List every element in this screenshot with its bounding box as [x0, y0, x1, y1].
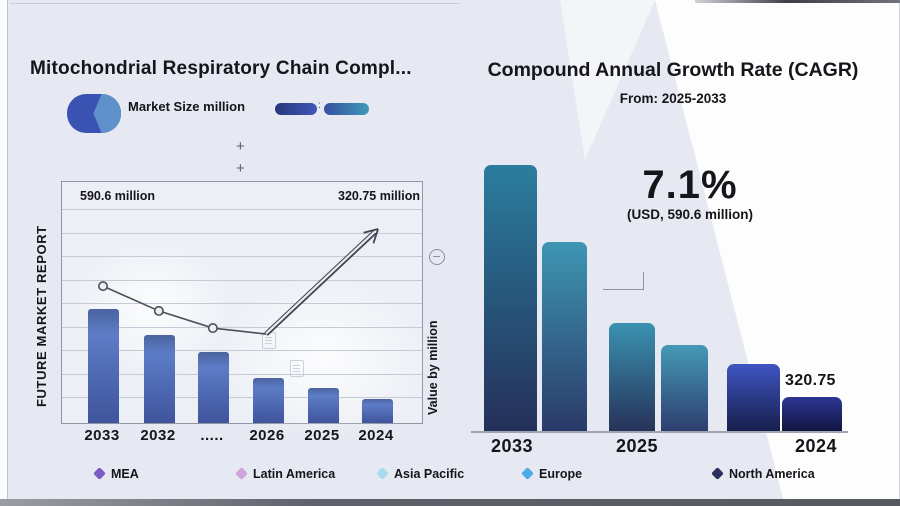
cagr-bar — [727, 363, 780, 431]
trend-line-overlay — [98, 228, 379, 336]
legend-diamond-icon — [376, 467, 389, 480]
gridline — [62, 256, 422, 257]
trend-marker — [207, 323, 218, 334]
cagr-bar — [661, 345, 708, 431]
gridline — [62, 279, 422, 281]
gridline — [62, 303, 422, 304]
x-axis-tick-label: 2026 — [249, 427, 285, 444]
market-size-bar — [252, 377, 284, 423]
brand-logo-icon — [67, 94, 121, 133]
value-axis-label: Value by million — [426, 320, 440, 415]
minus-circle-icon — [429, 249, 445, 265]
gridline — [62, 209, 422, 210]
annotation-max-value: 590.6 million — [80, 189, 156, 203]
x-axis-tick-label: 2024 — [794, 436, 838, 456]
cagr-context: (USD, 590.6 million) — [626, 207, 754, 222]
x-axis-tick-label: 2032 — [140, 427, 176, 444]
ratio-pill-left-icon — [275, 103, 317, 115]
gridline — [62, 350, 422, 351]
x-axis-tick-label: 2025 — [304, 427, 340, 444]
market-size-bar — [197, 352, 229, 423]
x-axis-tick-label: 2024 — [358, 427, 394, 444]
x-axis-tick-label: 2033 — [84, 427, 120, 444]
legend-diamond-icon — [521, 467, 534, 480]
legend-label: MEA — [111, 467, 139, 481]
market-size-bar — [307, 388, 339, 423]
ratio-pill-right-icon — [324, 103, 369, 115]
value-callout: 320.75 — [785, 372, 836, 389]
legend-diamond-icon — [235, 467, 248, 480]
side-watermark-label: FUTURE MARKET REPORT — [34, 225, 49, 407]
trend-marker — [153, 305, 164, 316]
cagr-bar — [609, 323, 655, 431]
x-axis-tick-label: 2033 — [490, 436, 534, 456]
right-chart-plot-area — [470, 160, 850, 431]
right-x-axis-labels: 2033 2025 2024 — [470, 436, 850, 456]
trend-marker — [98, 281, 109, 292]
right-chart-subtitle: From: 2025-2033 — [619, 91, 727, 106]
document-watermark-icon — [290, 360, 304, 377]
gridline — [62, 397, 422, 398]
frame-top-line — [10, 3, 460, 4]
annotation-min-value: 320.75 million — [338, 189, 420, 203]
frame-top-dark-line — [695, 0, 900, 3]
gridline — [62, 326, 422, 328]
right-chart-title: Compound Annual Growth Rate (CAGR) — [487, 59, 859, 81]
frame-bottom-edge — [0, 499, 900, 506]
legend-label: Latin America — [253, 467, 336, 481]
ratio-separator: : — [318, 100, 321, 111]
plus-icon: + — [236, 138, 245, 155]
gridline — [62, 232, 422, 234]
region-legend: MEA Latin America Asia Pacific Europe North … — [0, 466, 900, 486]
cagr-bar — [782, 396, 842, 431]
market-size-bar — [87, 309, 119, 423]
market-size-bar — [143, 335, 175, 423]
right-chart-axis-line — [471, 431, 848, 433]
gridline — [62, 373, 422, 375]
cagr-bar — [484, 165, 537, 431]
cagr-value: 7.1% — [642, 163, 738, 207]
legend-label: Europe — [539, 467, 583, 481]
legend-diamond-icon — [93, 467, 106, 480]
left-x-axis-labels: 2033 2032..... 2026 2025 2024 — [61, 427, 421, 445]
x-axis-tick-label: ..... — [200, 427, 224, 444]
left-chart-title: Mitochondrial Respiratory Chain Compl... — [30, 58, 412, 79]
legend-label: North America — [729, 467, 815, 481]
corner-step-icon — [603, 272, 644, 290]
legend-diamond-icon — [711, 467, 724, 480]
market-size-bar — [361, 399, 393, 423]
x-axis-tick-label: 2025 — [615, 436, 659, 456]
brand-legend-label: Market Size million — [128, 99, 246, 114]
left-chart-plot-area — [61, 181, 432, 442]
plus-icon: + — [236, 160, 245, 177]
frame-left-edge — [0, 0, 8, 506]
cagr-bar — [542, 242, 587, 431]
legend-label: Asia Pacific — [394, 467, 465, 481]
